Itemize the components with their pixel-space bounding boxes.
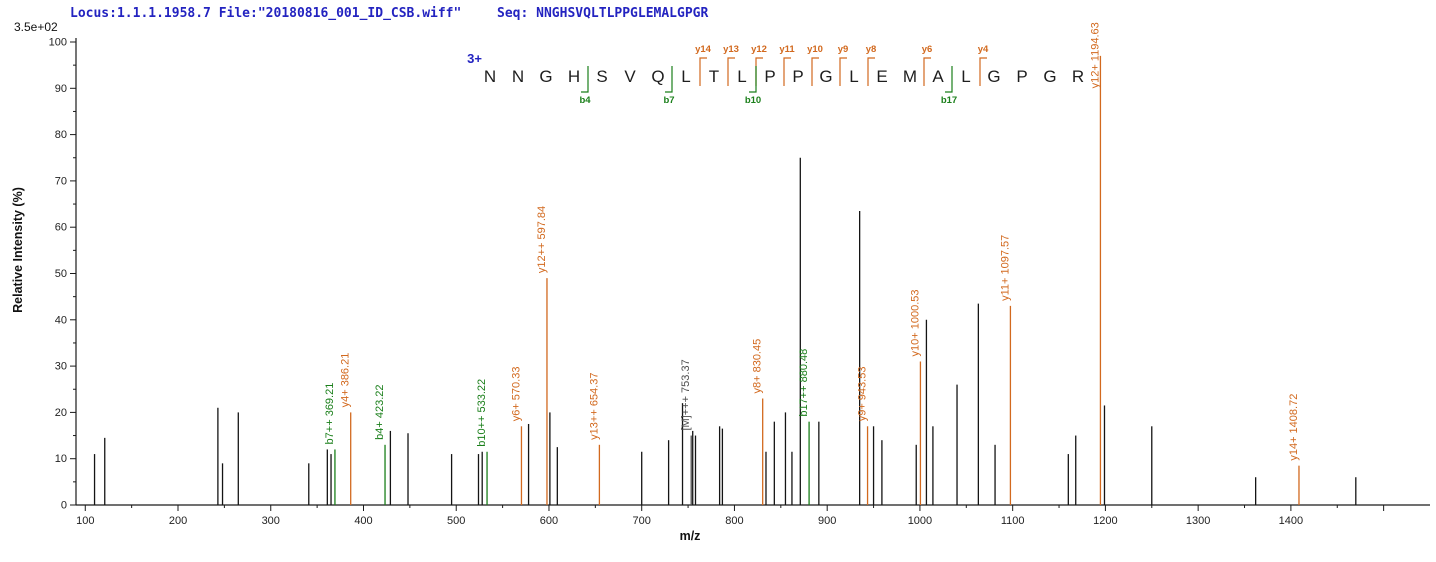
sequence-residue: G xyxy=(539,67,552,86)
precursor-charge-label: 3+ xyxy=(467,51,482,66)
peak-label: [M]+++ 753.37 xyxy=(680,359,692,430)
sequence-residue: L xyxy=(737,67,746,86)
chart-layer: 100 200 300 400 500 600 700 800 900 1000 1100 1200 1… xyxy=(49,22,1430,527)
peak-label: b10++ 533.22 xyxy=(476,379,488,447)
peak-label: y4+ 386.21 xyxy=(340,353,352,408)
y-ion-label: y11 xyxy=(779,44,795,55)
y-ion-marker xyxy=(839,57,847,86)
x-tick-label: 500 xyxy=(447,515,465,527)
y-ion-marker xyxy=(867,57,875,86)
x-tick-label: 900 xyxy=(818,515,836,527)
y-tick-label: 10 xyxy=(55,453,67,465)
peak-label: y9+ 943.53 xyxy=(857,367,869,422)
y-tick-label: 70 xyxy=(55,175,67,187)
sequence-residue: P xyxy=(1016,67,1027,86)
sequence-residue: N xyxy=(484,67,496,86)
peak-label: b7++ 369.21 xyxy=(324,383,336,445)
sequence-residue: G xyxy=(1043,67,1056,86)
b-ion-label: b7 xyxy=(663,95,674,106)
sequence-residue: P xyxy=(792,67,803,86)
b-ion-marker xyxy=(945,66,953,93)
x-tick-label: 800 xyxy=(725,515,743,527)
peak-label: y13++ 654.37 xyxy=(588,373,600,440)
peak-label: y8+ 830.45 xyxy=(752,339,764,394)
peak-label: y6+ 570.33 xyxy=(510,367,522,422)
x-tick-label: 1100 xyxy=(1001,515,1025,527)
b-ion-marker xyxy=(581,66,589,93)
y-tick-label: 90 xyxy=(55,83,67,95)
peak-label: b4+ 423.22 xyxy=(374,384,386,439)
y-tick-label: 50 xyxy=(55,268,67,280)
peak-label: y11+ 1097.57 xyxy=(999,235,1011,301)
sequence-residue: Q xyxy=(651,67,664,86)
sequence-residue: G xyxy=(819,67,832,86)
b-ion-label: b4 xyxy=(579,95,591,106)
sequence-residue: P xyxy=(764,67,775,86)
x-tick-label: 1000 xyxy=(908,515,932,527)
x-tick-label: 700 xyxy=(633,515,651,527)
y-ion-marker xyxy=(783,57,791,86)
x-tick-label: 1200 xyxy=(1093,515,1117,527)
y-ion-label: y12 xyxy=(751,44,767,55)
y-ion-marker xyxy=(923,57,931,86)
y-ion-marker xyxy=(699,57,707,86)
x-tick-label: 300 xyxy=(262,515,280,527)
x-tick-label: 1300 xyxy=(1186,515,1210,527)
peak-label: y14+ 1408.72 xyxy=(1288,394,1300,461)
peak-label: y12++ 597.84 xyxy=(536,206,548,273)
sequence-residue: T xyxy=(709,67,719,86)
sequence-residue: S xyxy=(596,67,607,86)
peak-label: y12+ 1194.63 xyxy=(1089,22,1101,88)
y-ion-marker xyxy=(811,57,819,86)
y-axis-title: Relative Intensity (%) xyxy=(11,187,25,313)
y-tick-label: 0 xyxy=(61,500,67,512)
sequence-residue: R xyxy=(1072,67,1084,86)
y-ion-label: y8 xyxy=(866,44,877,55)
y-ion-label: y13 xyxy=(723,44,739,55)
x-tick-label: 600 xyxy=(540,515,558,527)
sequence-residue: A xyxy=(932,67,944,86)
x-tick-label: 1400 xyxy=(1279,515,1303,527)
intensity-scale-label: 3.5e+02 xyxy=(14,20,58,34)
sequence-residue: E xyxy=(876,67,887,86)
x-tick-label: 200 xyxy=(169,515,187,527)
x-tick-label: 400 xyxy=(354,515,372,527)
header-seq: Seq: NNGHSVQLTLPPGLEMALGPGR xyxy=(497,6,708,21)
y-ion-label: y14 xyxy=(695,44,712,55)
y-ion-label: y6 xyxy=(922,44,933,55)
sequence-residue: L xyxy=(849,67,858,86)
y-ion-marker xyxy=(979,57,987,86)
y-tick-label: 60 xyxy=(55,222,67,234)
sequence-residue: V xyxy=(624,67,636,86)
y-tick-label: 100 xyxy=(49,37,67,49)
b-ion-marker xyxy=(749,66,757,93)
y-ion-label: y9 xyxy=(838,44,849,55)
y-ion-label: y10 xyxy=(807,44,823,55)
y-tick-label: 80 xyxy=(55,129,67,141)
y-tick-label: 30 xyxy=(55,361,67,373)
peak-label: b17++ 880.48 xyxy=(798,349,810,417)
peak-label: y10+ 1000.53 xyxy=(909,289,921,356)
sequence-residue: L xyxy=(961,67,970,86)
b-ion-label: b10 xyxy=(745,95,761,106)
y-ion-marker xyxy=(727,57,735,86)
b-ion-label: b17 xyxy=(941,95,957,106)
x-tick-label: 100 xyxy=(76,515,94,527)
header-locus-file: Locus:1.1.1.1958.7 File:"20180816_001_ID… xyxy=(70,6,461,21)
sequence-residue: L xyxy=(681,67,690,86)
sequence-residue: M xyxy=(903,67,917,86)
sequence-residue: H xyxy=(568,67,580,86)
sequence-residue: G xyxy=(987,67,1000,86)
sequence-residue: N xyxy=(512,67,524,86)
y-ion-label: y4 xyxy=(978,44,989,55)
y-tick-label: 40 xyxy=(55,314,67,326)
y-tick-label: 20 xyxy=(55,407,67,419)
b-ion-marker xyxy=(665,66,673,93)
y-ion-marker xyxy=(755,57,763,86)
x-axis-title: m/z xyxy=(680,529,701,543)
